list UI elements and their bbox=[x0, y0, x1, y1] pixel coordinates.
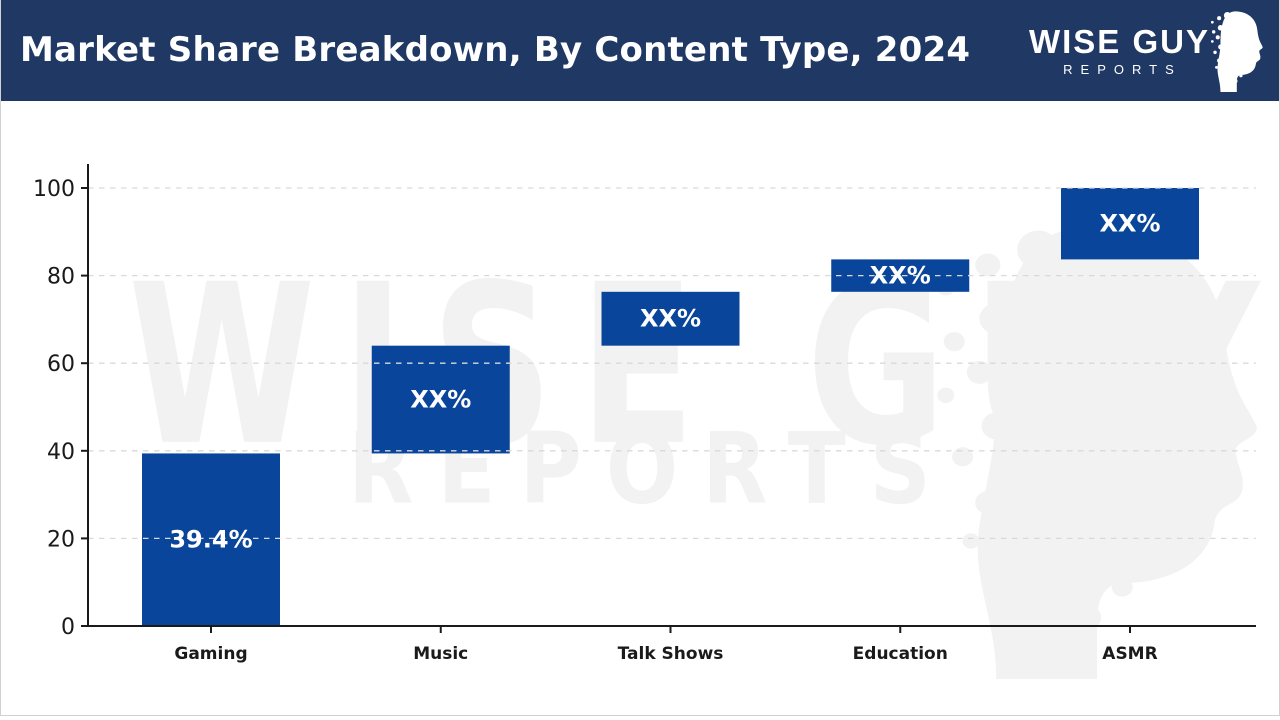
y-tick-label-40: 40 bbox=[47, 440, 75, 465]
bar-talk-shows bbox=[601, 291, 740, 346]
brand-wordmark: WISE GUY REPORTS bbox=[1029, 25, 1210, 77]
brand-face-icon bbox=[1196, 10, 1264, 92]
y-tick-label-100: 100 bbox=[33, 177, 75, 202]
chart-title: Market Share Breakdown, By Content Type,… bbox=[20, 29, 971, 70]
brand-subname: REPORTS bbox=[1063, 61, 1182, 77]
x-tick-label-asmr: ASMR bbox=[1102, 644, 1157, 664]
bar-value-label-asmr: XX% bbox=[1099, 210, 1160, 238]
x-tick-label-talk-shows: Talk Shows bbox=[618, 644, 724, 664]
y-tick-label-0: 0 bbox=[61, 615, 75, 640]
header-bar: Market Share Breakdown, By Content Type,… bbox=[0, 0, 1280, 101]
x-tick-label-gaming: Gaming bbox=[174, 644, 247, 664]
x-tick-label-education: Education bbox=[853, 644, 948, 664]
bar-asmr bbox=[1061, 188, 1199, 260]
bar-value-label-gaming: 39.4% bbox=[169, 526, 252, 554]
y-tick-label-20: 20 bbox=[47, 527, 75, 552]
y-tick-label-80: 80 bbox=[47, 265, 75, 290]
bar-value-label-talk-shows: XX% bbox=[640, 305, 701, 333]
y-tick-label-60: 60 bbox=[47, 352, 75, 377]
bar-gaming bbox=[142, 453, 280, 626]
waterfall-chart: 39.4% XX% XX% XX% XX% 0 20 40 60 80 100 Gaming Music… bbox=[33, 164, 1256, 664]
brand-logo: WISE GUY REPORTS bbox=[1029, 10, 1264, 92]
chart-canvas: WISE GUY REPORTS 39.4% XX% XX% XX% XX% 0 20 40 6… bbox=[0, 101, 1280, 720]
x-tick-label-music: Music bbox=[413, 644, 468, 664]
brand-name: WISE GUY bbox=[1028, 22, 1210, 60]
bar-value-label-education: XX% bbox=[870, 262, 931, 290]
bar-value-label-music: XX% bbox=[410, 386, 471, 414]
